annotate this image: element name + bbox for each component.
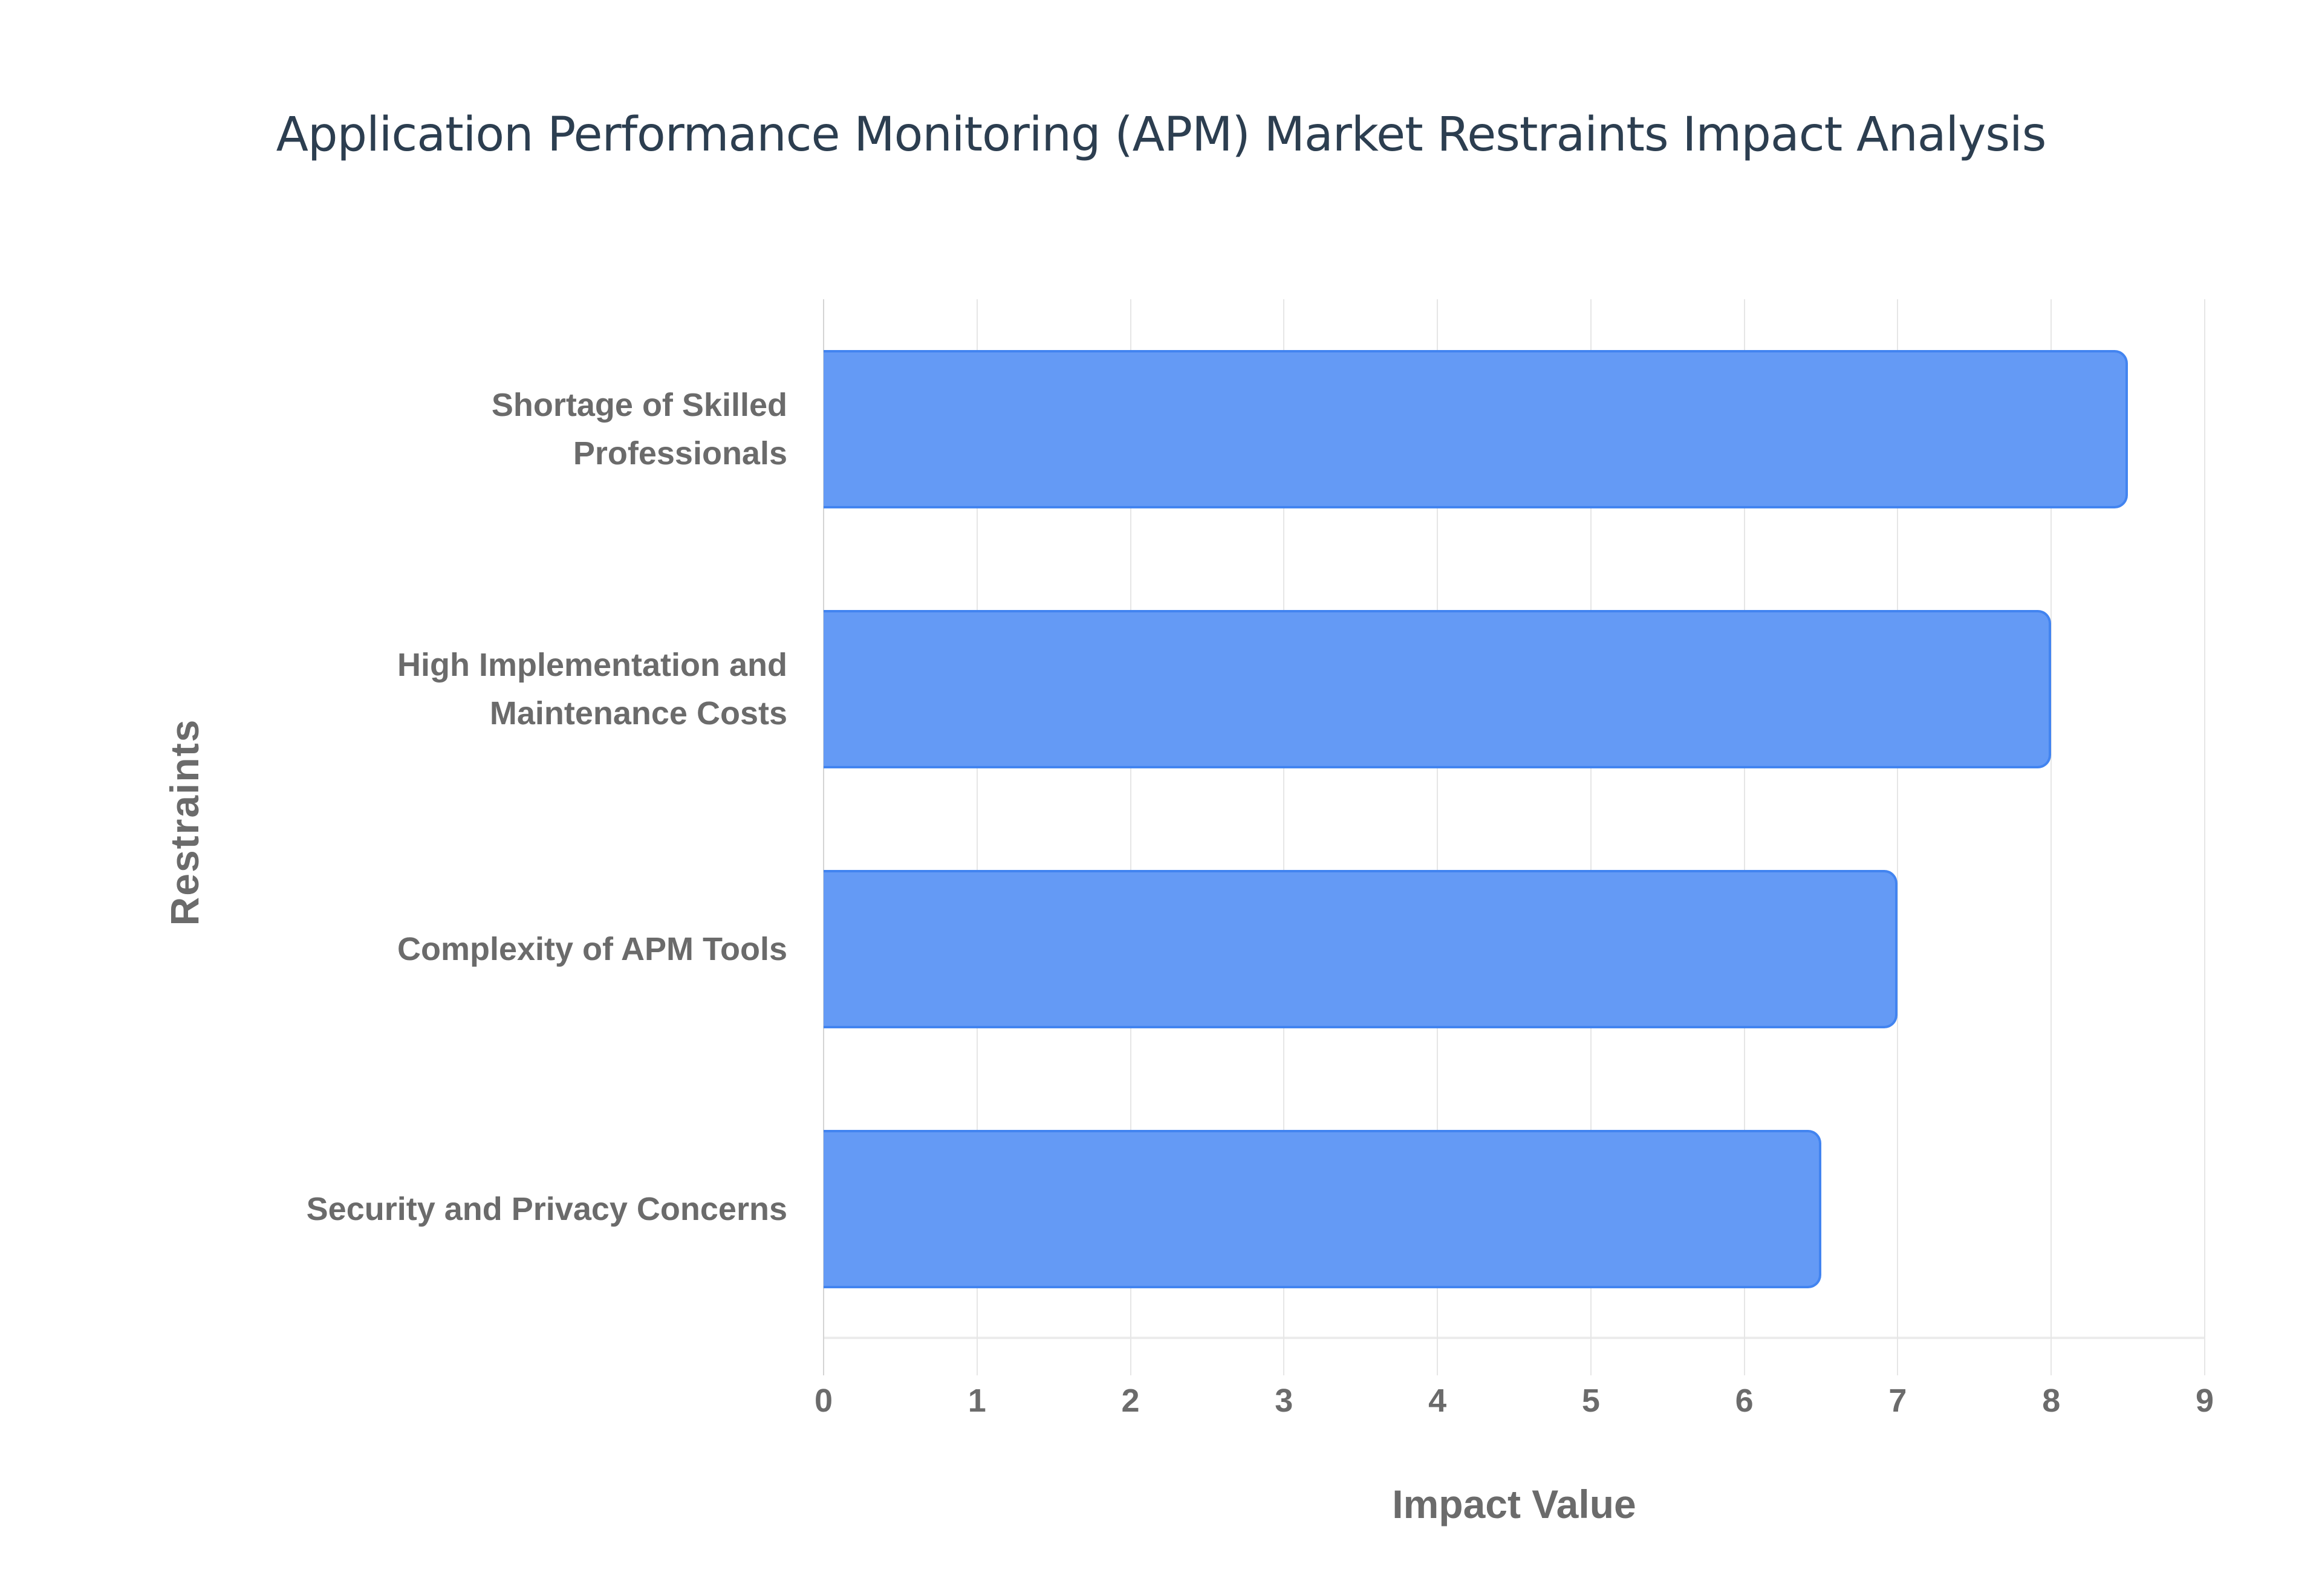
gridline <box>976 299 978 1375</box>
x-tick-label: 8 <box>2042 1383 2061 1419</box>
gridline <box>1437 299 1439 1375</box>
gridline <box>1743 299 1745 1375</box>
y-tick-label: Complexity of APM Tools <box>397 931 787 967</box>
y-tick-label: Shortage of Skilled Professionals <box>491 387 787 472</box>
x-tick-label: 6 <box>1735 1383 1754 1419</box>
x-tick-label: 2 <box>1121 1383 1140 1419</box>
x-tick-label: 1 <box>968 1383 986 1419</box>
bar[interactable] <box>824 1130 1821 1288</box>
y-tick-label: High Implementation and Maintenance Costs <box>397 647 787 731</box>
gridline <box>2204 299 2205 1375</box>
bar[interactable] <box>824 610 2052 768</box>
x-tick-label: 0 <box>814 1383 833 1419</box>
x-axis-line <box>824 1337 2205 1339</box>
x-tick-label: 5 <box>1581 1383 1600 1419</box>
gridline <box>1897 299 1899 1375</box>
bar[interactable] <box>824 870 1898 1028</box>
bar[interactable] <box>824 350 2128 508</box>
gridline <box>1130 299 1131 1375</box>
x-tick-label: 4 <box>1428 1383 1447 1419</box>
x-tick-label: 7 <box>1888 1383 1907 1419</box>
x-tick-label: 9 <box>2195 1383 2214 1419</box>
plot-area <box>823 299 2205 1375</box>
y-tick-label: Security and Privacy Concerns <box>306 1191 787 1227</box>
chart-title: Application Performance Monitoring (APM)… <box>276 108 2047 162</box>
x-axis-label: Impact Value <box>1392 1482 1636 1526</box>
gridline <box>1590 299 1592 1375</box>
gridline <box>823 299 824 1375</box>
gridline <box>1283 299 1285 1375</box>
x-tick-label: 3 <box>1275 1383 1293 1419</box>
y-axis-label: Restraints <box>162 718 207 926</box>
gridline <box>2050 299 2052 1375</box>
